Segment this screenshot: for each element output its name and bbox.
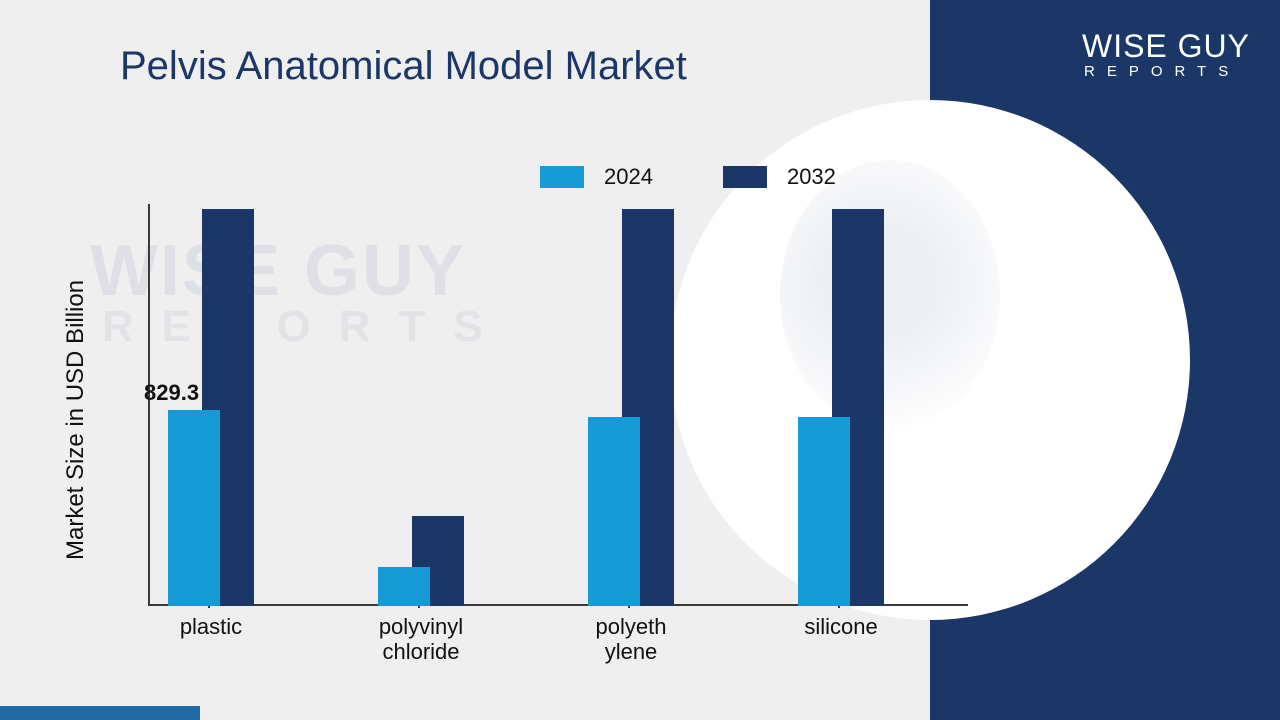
bar-group: polyvinylchloride: [378, 204, 488, 606]
x-category-label: plastic: [101, 614, 321, 639]
bar-group: silicone: [798, 204, 908, 606]
x-category-label: silicone: [731, 614, 951, 639]
plot-area: 829.3plastic polyvinylchloride polyethylen…: [148, 204, 968, 606]
bar-group: polyethylene: [588, 204, 698, 606]
x-category-label: polyethylene: [521, 614, 741, 665]
y-axis-label: Market Size in USD Billion: [62, 280, 90, 560]
bar: [168, 410, 220, 606]
legend-item-2032: 2032: [723, 164, 836, 190]
legend-swatch-2032: [723, 166, 767, 188]
legend-item-2024: 2024: [540, 164, 653, 190]
x-category-label: polyvinylchloride: [311, 614, 531, 665]
bar-value-label: 829.3: [144, 380, 199, 406]
bar: [588, 417, 640, 606]
bar-groups: 829.3plastic polyvinylchloride polyethylen…: [148, 204, 968, 606]
bar: [798, 417, 850, 606]
brand-block: WISE GUY REPORTS: [1082, 28, 1250, 80]
brand-line2: REPORTS: [1082, 63, 1250, 80]
figure-canvas: WISE GUY REPORTS Pelvis Anatomical Model…: [0, 0, 1280, 720]
legend-label-2032: 2032: [787, 164, 836, 190]
bar-group: 829.3plastic: [168, 204, 278, 606]
legend-label-2024: 2024: [604, 164, 653, 190]
legend: 2024 2032: [540, 164, 836, 190]
brand-line1: WISE GUY: [1082, 28, 1250, 65]
bar: [378, 567, 430, 606]
chart-title: Pelvis Anatomical Model Market: [120, 44, 687, 89]
footer-accent-bar: [0, 706, 200, 720]
legend-swatch-2024: [540, 166, 584, 188]
